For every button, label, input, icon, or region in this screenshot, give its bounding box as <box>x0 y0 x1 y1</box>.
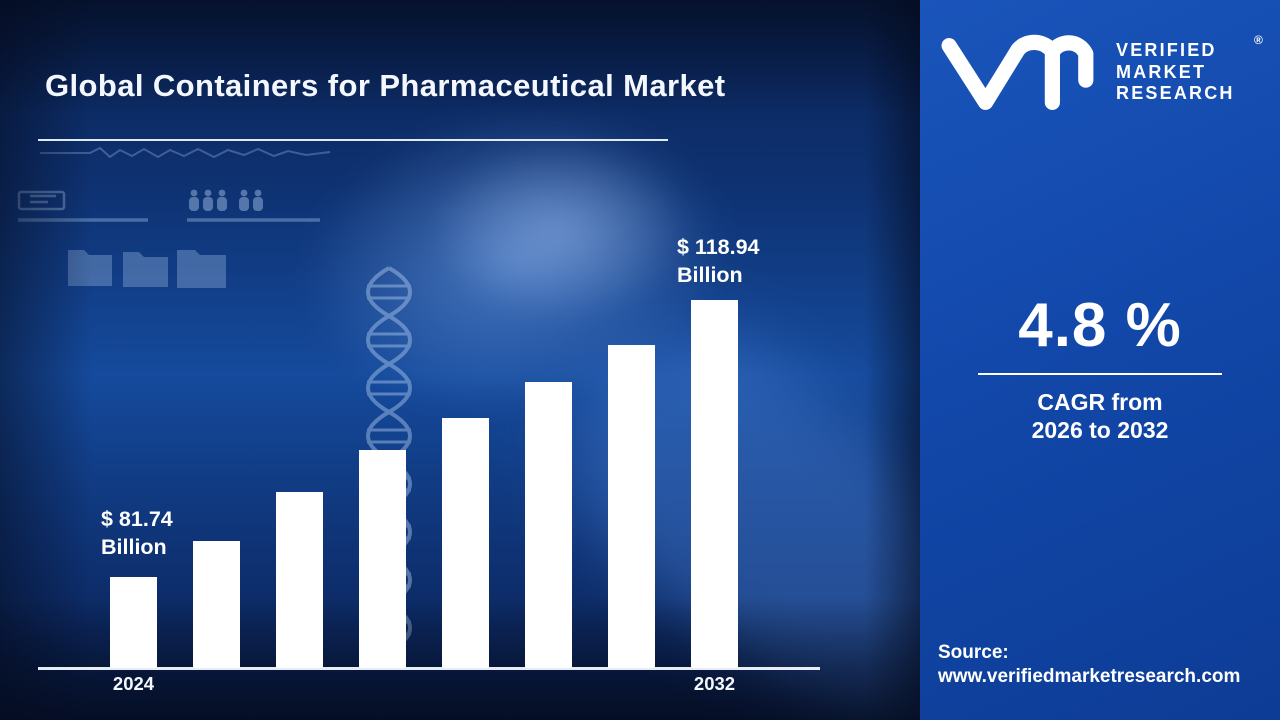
value-label-first-line2: Billion <box>101 534 167 559</box>
page-title: Global Containers for Pharmaceutical Mar… <box>45 67 726 103</box>
source-label: Source: <box>938 642 1009 663</box>
chart-bar <box>691 300 738 668</box>
brand-name: VERIFIED MARKET RESEARCH <box>1116 40 1235 105</box>
title-underline <box>38 139 668 141</box>
brand-line-1: VERIFIED <box>1116 40 1217 60</box>
x-axis-line <box>38 667 820 670</box>
axis-tick-label: 2032 <box>693 673 736 694</box>
chart-bar <box>359 450 406 668</box>
brand-line-2: MARKET <box>1116 61 1207 82</box>
cagr-divider <box>978 373 1222 375</box>
cagr-caption: CAGR from 2026 to 2032 <box>920 388 1280 444</box>
chart-bar <box>525 382 572 668</box>
brand-logo: VERIFIED MARKET RESEARCH ® <box>920 0 1280 130</box>
chart-bar <box>276 492 323 668</box>
chart-bar <box>608 345 655 668</box>
vmr-monogram-icon <box>941 34 1094 110</box>
chart-bar <box>193 541 240 668</box>
cagr-caption-line2: 2026 to 2032 <box>1031 417 1169 443</box>
source-url: www.verifiedmarketresearch.com <box>938 665 1241 687</box>
value-label-last-line2: Billion <box>677 262 743 287</box>
value-label-last: $ 118.94 Billion <box>677 234 760 289</box>
value-label-first: $ 81.74 Billion <box>101 506 173 561</box>
registered-trademark-icon: ® <box>1254 33 1263 47</box>
source-block: Source: www.verifiedmarketresearch.com <box>938 641 1240 688</box>
brand-line-3: RESEARCH <box>1116 83 1235 103</box>
chart-panel: Global Containers for Pharmaceutical Mar… <box>0 0 920 720</box>
cagr-caption-line1: CAGR from <box>1037 389 1163 415</box>
chart-bar <box>442 418 489 668</box>
bar-chart: $ 81.74 Billion $ 118.94 Billion 2024 203… <box>38 234 820 694</box>
cagr-value: 4.8 % <box>1018 291 1182 360</box>
info-panel: VERIFIED MARKET RESEARCH ® 4.8 % CAGR fr… <box>920 0 1280 720</box>
axis-tick-label: 2024 <box>112 673 155 694</box>
chart-bar <box>110 577 157 668</box>
value-label-first-line1: $ 81.74 <box>101 507 173 531</box>
value-label-last-line1: $ 118.94 <box>677 235 760 259</box>
